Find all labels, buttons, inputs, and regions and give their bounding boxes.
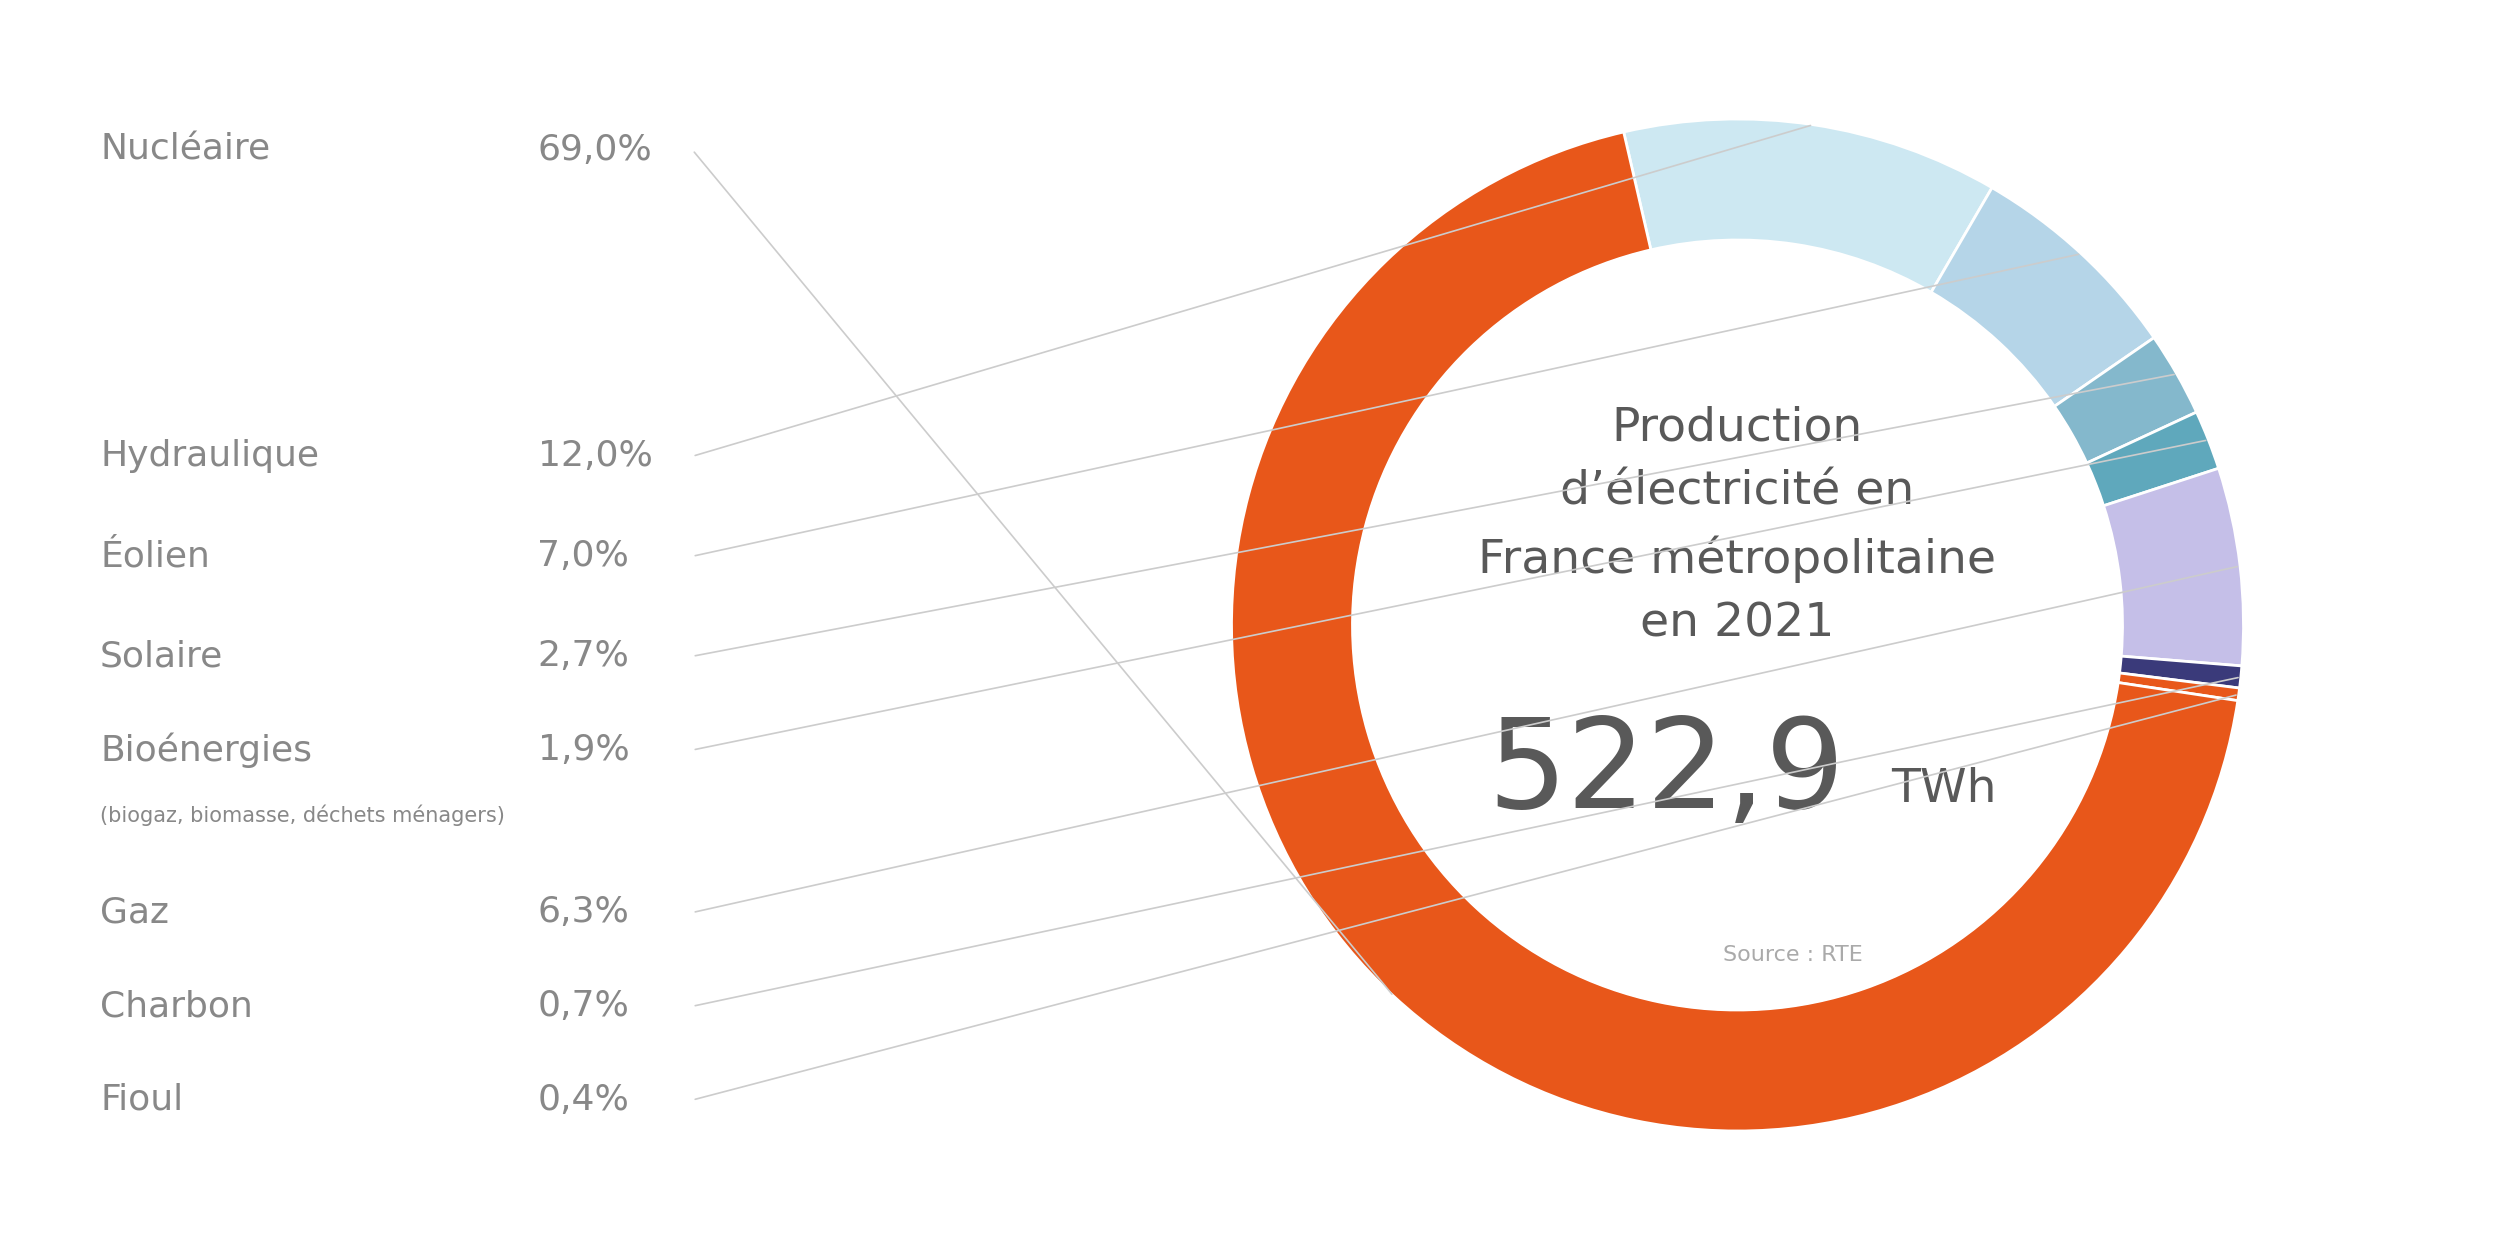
Text: 6,3%: 6,3%	[538, 895, 630, 930]
Text: TWh: TWh	[1892, 768, 1998, 812]
Text: Gaz: Gaz	[100, 895, 170, 930]
Wedge shape	[2102, 469, 2242, 666]
Text: 69,0%: 69,0%	[538, 132, 652, 168]
Text: 0,7%: 0,7%	[538, 989, 630, 1024]
Text: Hydraulique: Hydraulique	[100, 439, 320, 474]
Wedge shape	[2055, 338, 2198, 462]
Text: 1,9%: 1,9%	[538, 732, 630, 768]
Text: (biogaz, biomasse, déchets ménagers): (biogaz, biomasse, déchets ménagers)	[100, 804, 505, 826]
Wedge shape	[1930, 188, 2155, 406]
Text: Bioénergies: Bioénergies	[100, 732, 312, 768]
Text: 2,7%: 2,7%	[538, 639, 630, 674]
Text: 0,4%: 0,4%	[538, 1082, 630, 1118]
Wedge shape	[2120, 656, 2242, 688]
Wedge shape	[2088, 412, 2218, 506]
Text: Éolien: Éolien	[100, 539, 210, 574]
Text: Solaire: Solaire	[100, 639, 222, 674]
Text: 522,9: 522,9	[1488, 712, 1845, 834]
Wedge shape	[1232, 132, 2238, 1131]
Text: 7,0%: 7,0%	[538, 539, 630, 574]
Text: Fioul: Fioul	[100, 1082, 182, 1118]
Text: Charbon: Charbon	[100, 989, 252, 1024]
Circle shape	[1352, 240, 2122, 1010]
Text: Source : RTE: Source : RTE	[1722, 945, 1862, 965]
Wedge shape	[2118, 672, 2240, 701]
Text: Production
d’électricité en
France métropolitaine
en 2021: Production d’électricité en France métro…	[1478, 405, 1998, 646]
Wedge shape	[1622, 119, 1992, 292]
Text: Nucléaire: Nucléaire	[100, 132, 270, 168]
Text: 12,0%: 12,0%	[538, 439, 652, 474]
